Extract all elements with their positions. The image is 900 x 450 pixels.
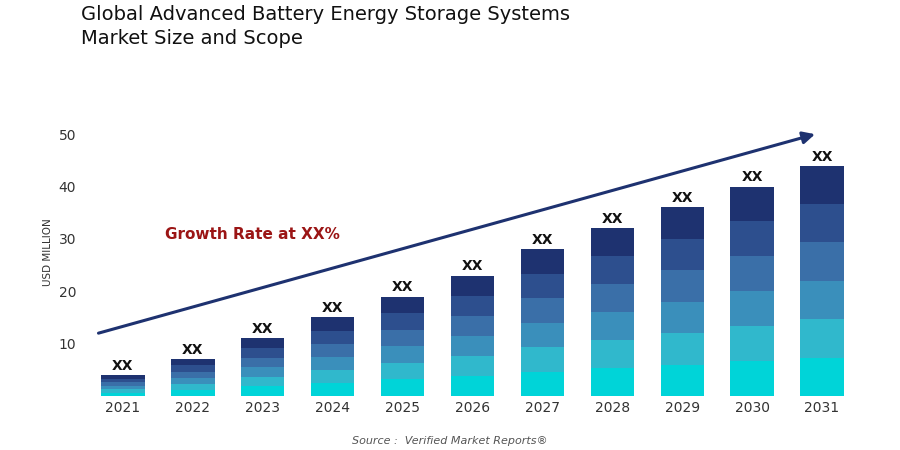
Bar bbox=[381, 363, 424, 379]
Bar bbox=[171, 360, 214, 365]
Bar bbox=[381, 313, 424, 330]
Bar bbox=[731, 187, 774, 221]
Bar bbox=[102, 382, 145, 386]
Bar bbox=[590, 284, 634, 312]
Bar bbox=[451, 336, 494, 356]
Bar bbox=[171, 372, 214, 378]
Bar bbox=[590, 368, 634, 396]
Bar bbox=[102, 378, 145, 382]
Y-axis label: USD MILLION: USD MILLION bbox=[43, 218, 53, 286]
Text: Growth Rate at XX%: Growth Rate at XX% bbox=[165, 227, 340, 242]
Bar bbox=[451, 296, 494, 316]
Bar bbox=[241, 367, 284, 377]
Bar bbox=[451, 356, 494, 376]
Text: XX: XX bbox=[252, 322, 274, 336]
Bar bbox=[521, 249, 564, 274]
Bar bbox=[521, 274, 564, 298]
Bar bbox=[731, 221, 774, 256]
Bar bbox=[241, 387, 284, 396]
Text: XX: XX bbox=[322, 302, 344, 315]
Bar bbox=[800, 281, 843, 319]
Bar bbox=[661, 302, 704, 333]
Bar bbox=[381, 379, 424, 396]
Bar bbox=[661, 364, 704, 396]
Bar bbox=[102, 386, 145, 389]
Bar bbox=[241, 358, 284, 367]
Bar bbox=[800, 166, 843, 204]
Bar bbox=[451, 316, 494, 336]
Text: XX: XX bbox=[112, 359, 134, 373]
Text: XX: XX bbox=[182, 343, 203, 357]
Text: XX: XX bbox=[392, 280, 413, 294]
Bar bbox=[590, 340, 634, 368]
Bar bbox=[171, 378, 214, 384]
Bar bbox=[241, 338, 284, 348]
Bar bbox=[102, 392, 145, 396]
Bar bbox=[590, 229, 634, 256]
Bar bbox=[102, 375, 145, 378]
Bar bbox=[381, 297, 424, 313]
Text: XX: XX bbox=[671, 191, 693, 205]
Bar bbox=[661, 270, 704, 302]
Bar bbox=[171, 390, 214, 396]
Bar bbox=[102, 389, 145, 392]
Bar bbox=[800, 319, 843, 358]
Text: Global Advanced Battery Energy Storage Systems
Market Size and Scope: Global Advanced Battery Energy Storage S… bbox=[81, 4, 570, 49]
Bar bbox=[731, 361, 774, 396]
Bar bbox=[381, 330, 424, 346]
Bar bbox=[311, 383, 355, 396]
Bar bbox=[731, 291, 774, 326]
Text: XX: XX bbox=[532, 233, 554, 248]
Bar bbox=[521, 347, 564, 372]
Text: XX: XX bbox=[742, 171, 763, 184]
Text: XX: XX bbox=[462, 260, 483, 274]
Bar bbox=[800, 358, 843, 396]
Bar bbox=[311, 370, 355, 383]
Bar bbox=[521, 323, 564, 347]
Bar bbox=[451, 376, 494, 396]
Bar bbox=[731, 326, 774, 361]
Text: Source :  Verified Market Reports®: Source : Verified Market Reports® bbox=[352, 436, 548, 446]
Bar bbox=[590, 312, 634, 340]
Bar bbox=[451, 275, 494, 296]
Bar bbox=[311, 344, 355, 357]
Bar bbox=[661, 207, 704, 239]
Bar bbox=[241, 348, 284, 358]
Text: XX: XX bbox=[601, 212, 623, 226]
Bar bbox=[311, 331, 355, 344]
Bar bbox=[311, 317, 355, 331]
Bar bbox=[521, 372, 564, 396]
Bar bbox=[731, 256, 774, 291]
Bar bbox=[311, 357, 355, 370]
Bar bbox=[800, 204, 843, 243]
Text: XX: XX bbox=[811, 149, 832, 163]
Bar bbox=[241, 377, 284, 387]
Bar bbox=[661, 239, 704, 270]
Bar bbox=[800, 243, 843, 281]
Bar bbox=[381, 346, 424, 363]
Bar bbox=[171, 365, 214, 372]
Bar bbox=[590, 256, 634, 284]
Bar bbox=[171, 384, 214, 390]
Bar bbox=[521, 298, 564, 323]
Bar bbox=[661, 333, 704, 364]
